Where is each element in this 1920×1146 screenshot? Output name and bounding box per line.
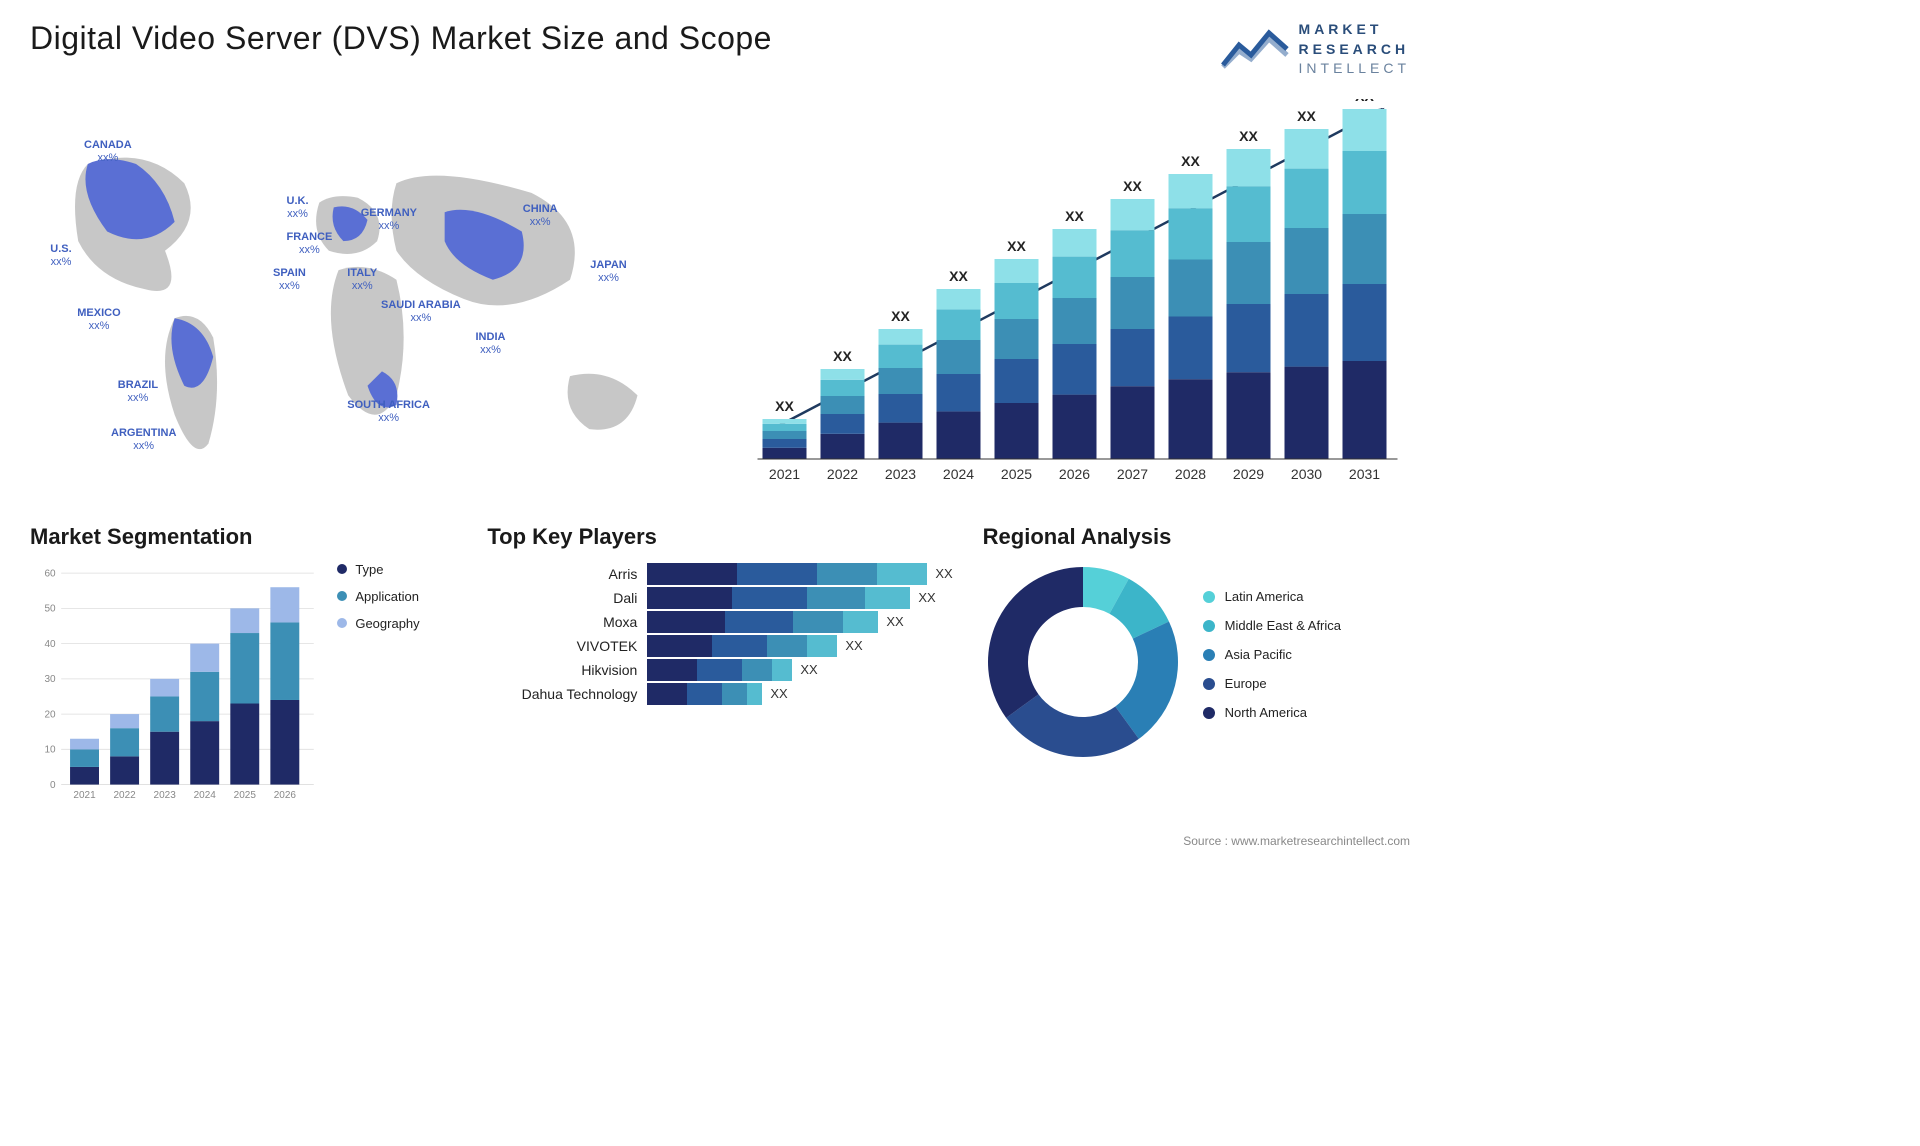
svg-text:XX: XX — [949, 268, 968, 284]
svg-text:XX: XX — [833, 348, 852, 364]
players-panel: Top Key Players Arris Dali Moxa VIVOTEK Hikv… — [487, 524, 952, 804]
regional-legend-item: North America — [1203, 705, 1341, 720]
segmentation-legend-item: Type — [337, 562, 457, 577]
segmentation-legend: Type Application Geography — [337, 562, 457, 807]
svg-text:XX: XX — [775, 398, 794, 414]
map-label: MEXICOxx% — [77, 307, 120, 333]
svg-text:2024: 2024 — [194, 790, 217, 801]
player-value: XX — [886, 614, 903, 629]
svg-text:XX: XX — [1239, 128, 1258, 144]
svg-text:2021: 2021 — [769, 466, 800, 482]
map-label: BRAZILxx% — [118, 379, 158, 405]
player-label: Hikvision — [487, 662, 637, 678]
map-label: CANADAxx% — [84, 139, 132, 165]
segmentation-panel: Market Segmentation 0 10 20 30 40 50 60 2021 202… — [30, 524, 457, 804]
player-value: XX — [800, 662, 817, 677]
svg-text:2022: 2022 — [113, 790, 136, 801]
svg-text:2030: 2030 — [1291, 466, 1322, 482]
world-map-panel: CANADAxx% U.S.xx% MEXICOxx% BRAZILxx% ARGENT… — [30, 99, 705, 499]
map-label: SOUTH AFRICAxx% — [347, 399, 430, 425]
logo-text-3: INTELLECT — [1299, 59, 1410, 79]
player-bar-row: XX — [647, 658, 952, 682]
player-value: XX — [770, 686, 787, 701]
player-label: Dahua Technology — [487, 686, 637, 702]
svg-text:2021: 2021 — [73, 790, 96, 801]
svg-text:2026: 2026 — [1059, 466, 1090, 482]
svg-text:XX: XX — [1065, 208, 1084, 224]
player-value: XX — [918, 590, 935, 605]
regional-legend-item: Middle East & Africa — [1203, 618, 1341, 633]
segmentation-legend-item: Application — [337, 589, 457, 604]
svg-text:XX: XX — [891, 308, 910, 324]
svg-text:2027: 2027 — [1117, 466, 1148, 482]
player-label: VIVOTEK — [487, 638, 637, 654]
map-label: SAUDI ARABIAxx% — [381, 299, 461, 325]
svg-text:0: 0 — [50, 780, 56, 791]
map-label: GERMANYxx% — [361, 207, 417, 233]
svg-text:20: 20 — [44, 709, 56, 720]
svg-text:XX: XX — [1123, 178, 1142, 194]
regional-legend-item: Asia Pacific — [1203, 647, 1341, 662]
svg-text:XX: XX — [1297, 108, 1316, 124]
svg-text:60: 60 — [44, 568, 56, 579]
player-bar-row: XX — [647, 634, 952, 658]
player-bar-row: XX — [647, 586, 952, 610]
player-bar-row: XX — [647, 610, 952, 634]
svg-text:XX: XX — [1007, 238, 1026, 254]
svg-text:50: 50 — [44, 603, 56, 614]
regional-legend-item: Latin America — [1203, 589, 1341, 604]
brand-logo: MARKET RESEARCH INTELLECT — [1221, 20, 1410, 79]
page-title: Digital Video Server (DVS) Market Size a… — [30, 20, 772, 57]
svg-text:10: 10 — [44, 744, 56, 755]
svg-text:2025: 2025 — [234, 790, 257, 801]
svg-text:2024: 2024 — [943, 466, 974, 482]
map-label: FRANCExx% — [287, 231, 333, 257]
segmentation-legend-item: Geography — [337, 616, 457, 631]
svg-text:2022: 2022 — [827, 466, 858, 482]
svg-text:40: 40 — [44, 639, 56, 650]
logo-text-1: MARKET — [1299, 20, 1410, 40]
player-value: XX — [845, 638, 862, 653]
map-label: U.S.xx% — [50, 243, 71, 269]
svg-text:2029: 2029 — [1233, 466, 1264, 482]
svg-text:XX: XX — [1181, 153, 1200, 169]
player-bar-row: XX — [647, 562, 952, 586]
growth-chart-panel: XX 2021 XX 2022 XX 2023 XX 2024 XX 2025 XX 2026 XX 20… — [735, 99, 1410, 499]
svg-text:2028: 2028 — [1175, 466, 1206, 482]
map-label: SPAINxx% — [273, 267, 306, 293]
svg-text:2031: 2031 — [1349, 466, 1380, 482]
map-label: U.K.xx% — [287, 195, 309, 221]
map-label: JAPANxx% — [590, 259, 626, 285]
regional-legend: Latin America Middle East & Africa Asia Pa… — [1203, 589, 1341, 734]
regional-panel: Regional Analysis Latin America Middle Ea… — [983, 524, 1410, 804]
logo-text-2: RESEARCH — [1299, 40, 1410, 60]
svg-text:XX: XX — [1355, 99, 1374, 104]
player-bar-row: XX — [647, 682, 952, 706]
player-label: Dali — [487, 590, 637, 606]
logo-mark-icon — [1221, 25, 1291, 74]
players-title: Top Key Players — [487, 524, 952, 550]
svg-text:30: 30 — [44, 674, 56, 685]
svg-text:2025: 2025 — [1001, 466, 1032, 482]
segmentation-title: Market Segmentation — [30, 524, 457, 550]
map-label: ARGENTINAxx% — [111, 427, 176, 453]
regional-legend-item: Europe — [1203, 676, 1341, 691]
map-label: CHINAxx% — [523, 203, 558, 229]
svg-text:2023: 2023 — [885, 466, 916, 482]
player-value: XX — [935, 566, 952, 581]
player-label: Arris — [487, 566, 637, 582]
map-label: INDIAxx% — [476, 331, 506, 357]
player-label: Moxa — [487, 614, 637, 630]
svg-text:2026: 2026 — [274, 790, 297, 801]
regional-title: Regional Analysis — [983, 524, 1410, 550]
source-text: Source : www.marketresearchintellect.com — [1183, 834, 1410, 848]
svg-text:2023: 2023 — [154, 790, 177, 801]
map-label: ITALYxx% — [347, 267, 377, 293]
